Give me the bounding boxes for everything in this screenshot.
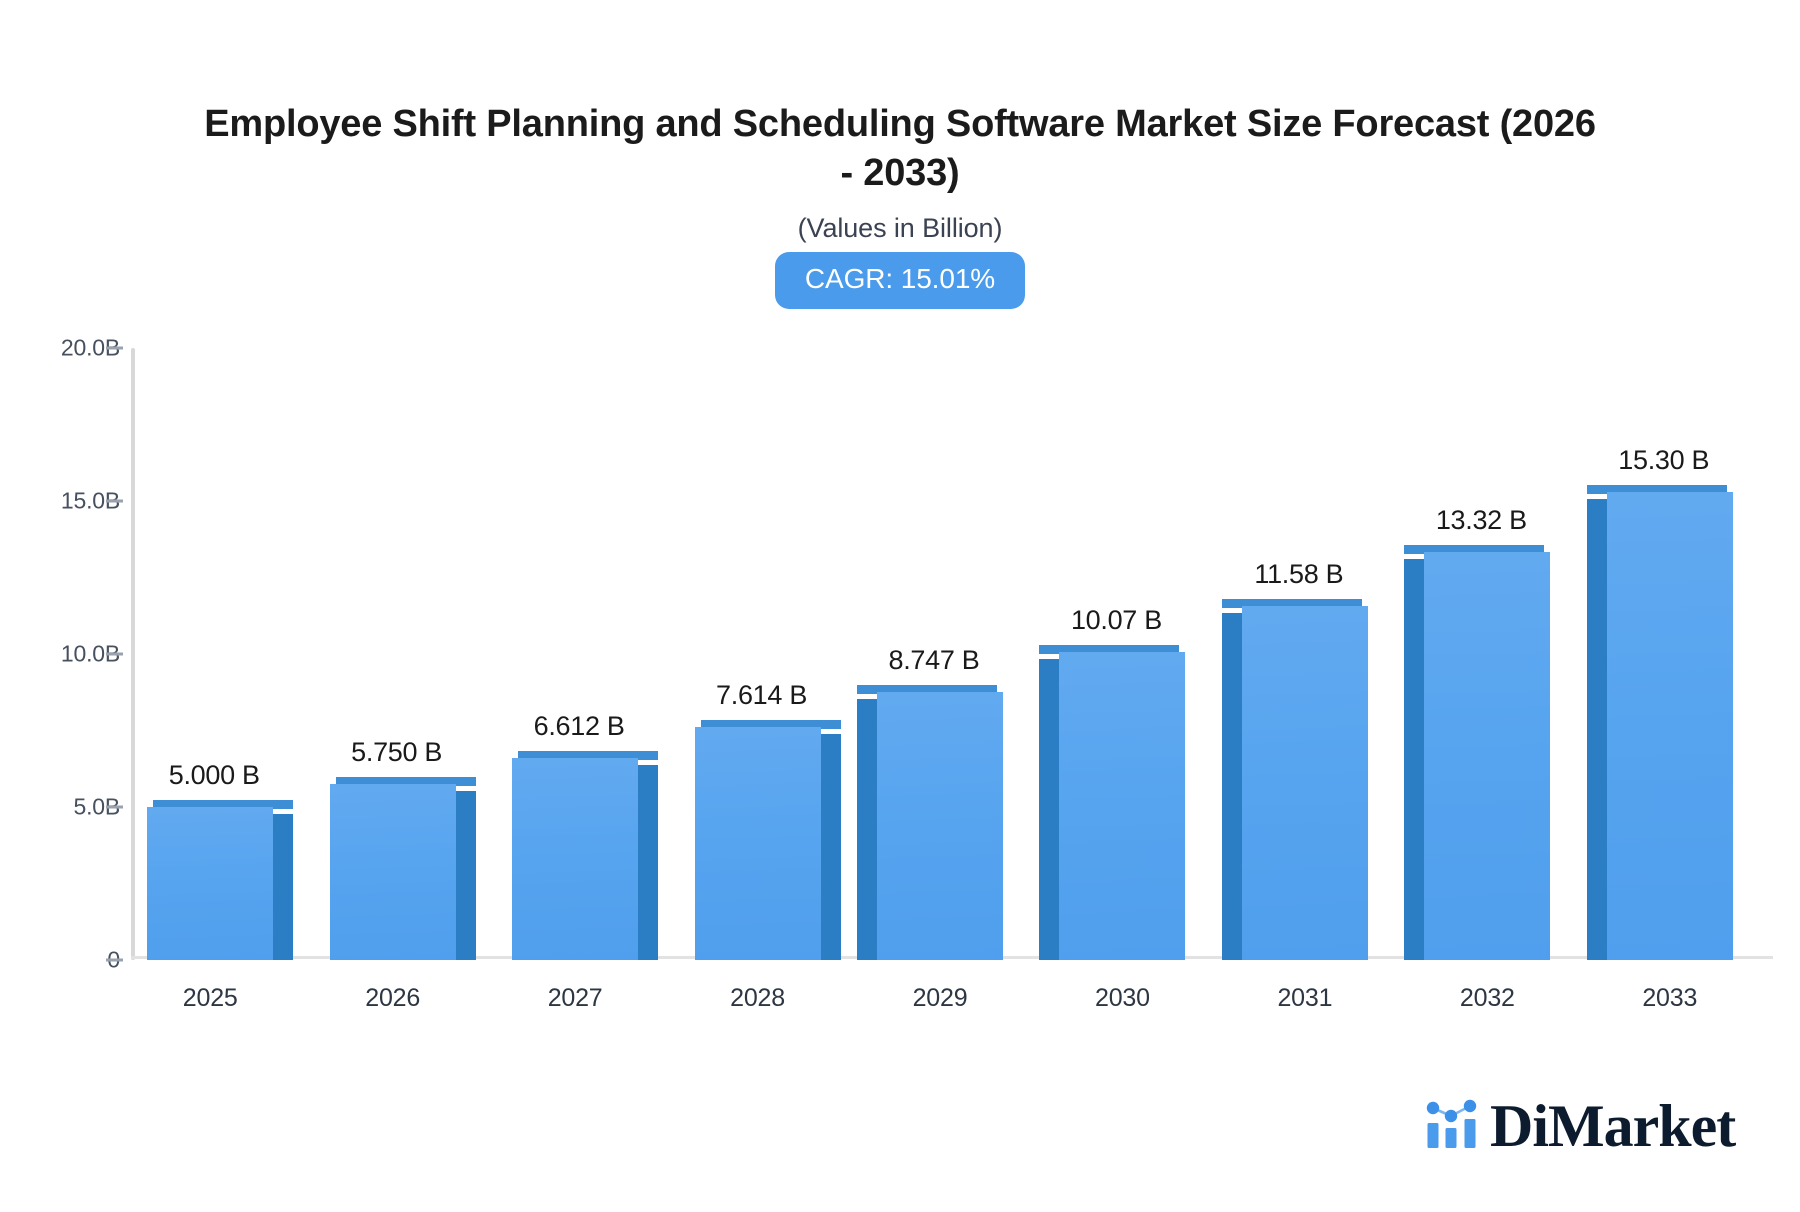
bar-front-face (877, 692, 1003, 960)
bar-top-face (1039, 644, 1180, 654)
y-axis-tick-mark (106, 958, 123, 962)
bar[interactable] (512, 750, 659, 960)
bar[interactable] (857, 685, 1003, 960)
bar-value-label: 7.614 B (716, 680, 808, 711)
x-axis-tick-label: 2025 (182, 984, 238, 1012)
y-axis-tick-label: 10.0B (60, 640, 120, 667)
cagr-badge: CAGR: 15.01% (774, 252, 1026, 310)
bar-side-face (1586, 498, 1607, 960)
bar[interactable] (1039, 644, 1186, 960)
bar-top-face (700, 720, 841, 730)
y-axis-tick-mark (106, 805, 123, 809)
bar-column[interactable] (1039, 348, 1186, 960)
bar-top-face (335, 777, 476, 787)
bar-value-label: 15.30 B (1618, 444, 1710, 475)
chart-header: Employee Shift Planning and Scheduling S… (0, 100, 1800, 310)
y-axis-tick-label: 15.0B (60, 487, 120, 514)
bar-value-label: 10.07 B (1070, 604, 1162, 635)
bar-top-face (1404, 545, 1545, 555)
bar-column[interactable] (857, 348, 1003, 960)
bar[interactable] (329, 777, 476, 960)
bar-front-face (1241, 605, 1368, 960)
bar-column[interactable] (1586, 348, 1733, 960)
bar-chart-icon (1424, 1097, 1480, 1156)
y-axis-line (131, 348, 135, 960)
bar-side-face (820, 734, 841, 960)
bar-value-label: 13.32 B (1435, 505, 1527, 536)
bar-value-label: 5.750 B (351, 737, 443, 768)
bar-front-face (1606, 491, 1733, 960)
bar[interactable] (147, 800, 294, 960)
bar-side-face (857, 699, 877, 960)
bar[interactable] (694, 720, 841, 960)
bar-front-face (694, 727, 821, 960)
bar[interactable] (1586, 484, 1733, 960)
x-axis-tick-label: 2033 (1642, 984, 1698, 1012)
x-axis-tick-label: 2031 (1277, 984, 1333, 1012)
bar-column[interactable] (694, 348, 841, 960)
bar-top-face (518, 750, 659, 760)
bar-front-face (1059, 651, 1186, 960)
x-axis-tick-label: 2030 (1095, 984, 1150, 1012)
y-axis-tick-label: 0 (0, 947, 120, 974)
brand-logo: DiMarket (1424, 1093, 1736, 1159)
bar-column[interactable] (512, 348, 659, 960)
logo-text: DiMarket (1490, 1093, 1736, 1159)
y-axis-tick-mark (106, 499, 123, 503)
bar[interactable] (1404, 545, 1551, 960)
bar-top-face (1586, 484, 1727, 494)
bar-side-face (455, 791, 476, 960)
bar-top-face (153, 800, 294, 809)
y-axis-tick-label: 5.0B (73, 793, 120, 820)
bar-side-face (1221, 612, 1242, 960)
bar-side-face (638, 764, 659, 960)
x-axis-tick-label: 2026 (365, 984, 421, 1012)
y-axis-tick-label: 20.0B (60, 334, 120, 361)
bar-side-face (273, 814, 294, 960)
bar-top-face (857, 685, 997, 695)
bar-front-face (147, 807, 274, 960)
bar-value-label: 8.747 B (888, 645, 980, 676)
x-axis-tick-label: 2028 (730, 984, 785, 1012)
x-axis-tick-label: 2027 (547, 984, 603, 1012)
x-axis-tick-label: 2032 (1459, 984, 1515, 1012)
bar-front-face (1424, 552, 1551, 960)
x-axis-tick-label: 2029 (912, 984, 968, 1012)
bar-column[interactable] (329, 348, 476, 960)
bar-side-face (1404, 559, 1425, 960)
bar-value-label: 11.58 B (1254, 558, 1344, 589)
bar-value-label: 5.000 B (168, 760, 260, 790)
bar-front-face (329, 784, 456, 960)
page-title: Employee Shift Planning and Scheduling S… (204, 103, 1596, 194)
bar-column[interactable] (147, 348, 294, 960)
bar-front-face (512, 757, 639, 960)
bar[interactable] (1221, 598, 1368, 960)
bars-container: 5.000 B 5.750 B 6.612 B 7.614 B 8.747 B 10.07… (131, 348, 1773, 960)
bar-column[interactable] (1221, 348, 1368, 960)
bar-side-face (1039, 658, 1060, 960)
chart-subtitle: (Values in Billion) (797, 213, 1003, 244)
y-axis-tick-mark (106, 652, 123, 656)
bar-column[interactable] (1404, 348, 1551, 960)
bar-top-face (1221, 598, 1362, 608)
bar-value-label: 6.612 B (533, 710, 625, 741)
y-axis-tick-mark (106, 346, 123, 350)
